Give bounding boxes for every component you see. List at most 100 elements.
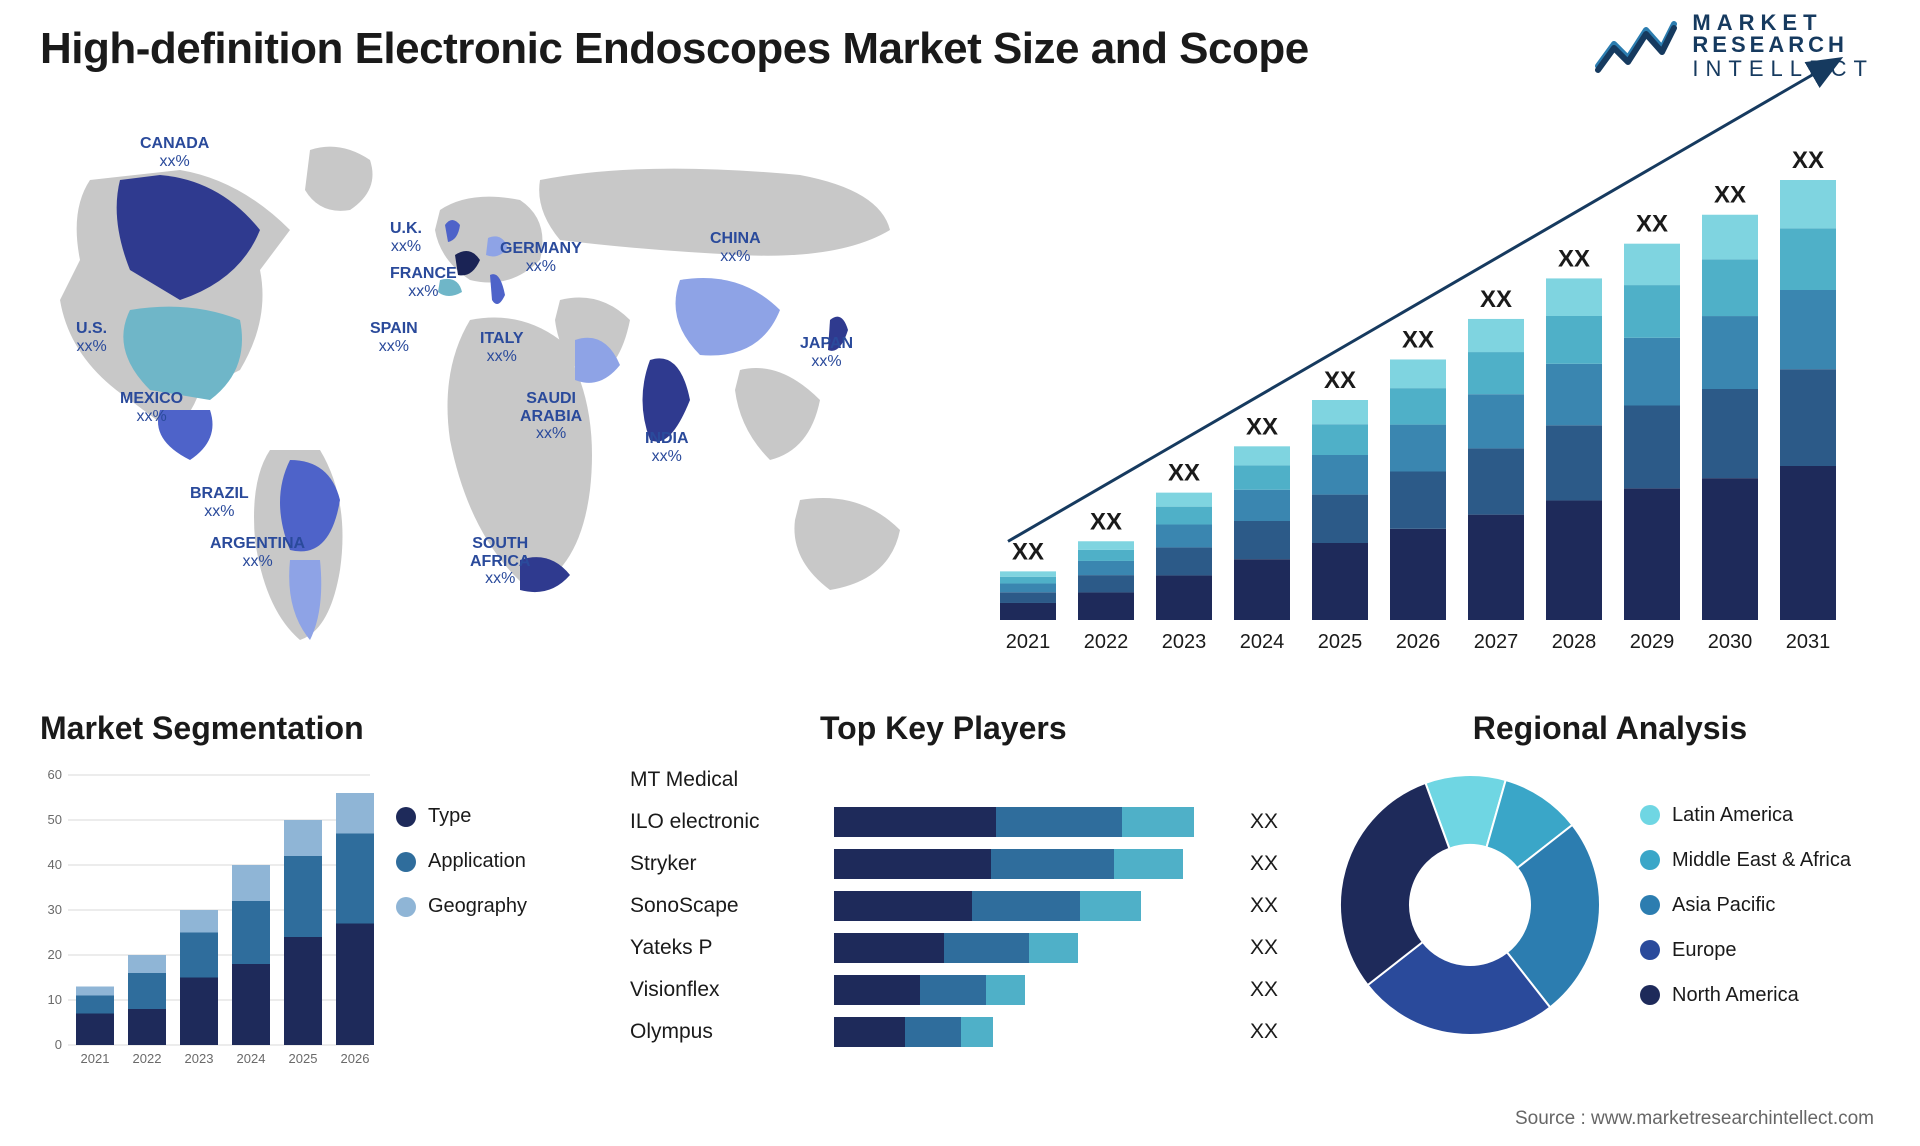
logo-line-1: MARKET (1692, 12, 1874, 34)
main-bar-seg (1624, 244, 1680, 285)
main-bar-top-label: XX (1402, 326, 1434, 353)
key-player-value: XX (1250, 936, 1300, 960)
main-bar-top-label: XX (1246, 413, 1278, 440)
key-player-value: XX (1250, 978, 1300, 1002)
main-bar-year-label: 2021 (1006, 631, 1051, 653)
key-players-section: Top Key Players MT Medical ILO electronic… (630, 710, 1300, 1059)
seg-legend-item: Application (396, 850, 527, 873)
key-player-label: Visionflex (630, 978, 820, 1002)
main-bar-seg (1780, 228, 1836, 290)
main-bar-year-label: 2025 (1318, 631, 1363, 653)
logo-line-3: INTELLECT (1692, 58, 1874, 80)
main-bar-top-label: XX (1714, 182, 1746, 209)
main-bar-seg (1000, 592, 1056, 603)
main-bar-year-label: 2023 (1162, 631, 1207, 653)
key-player-label: Yateks P (630, 936, 820, 960)
main-bar-seg (1390, 425, 1446, 472)
segmentation-chart: 0102030405060202120222023202420252026 (40, 765, 370, 1075)
main-bar-seg (1390, 388, 1446, 424)
main-bar-year-label: 2026 (1396, 631, 1441, 653)
main-bar-seg (1078, 592, 1134, 620)
main-bar-seg (1468, 394, 1524, 448)
seg-bar-seg (76, 1014, 114, 1046)
key-player-bar (834, 975, 1236, 1005)
main-bar-seg (1702, 215, 1758, 260)
regional-section: Regional Analysis Latin AmericaMiddle Ea… (1330, 710, 1890, 1045)
main-bar-seg (1780, 466, 1836, 620)
map-label-canada: CANADAxx% (140, 135, 209, 170)
key-player-row: SonoScapeXX (630, 891, 1300, 921)
map-label-japan: JAPANxx% (800, 335, 853, 370)
main-bar-seg (1312, 495, 1368, 543)
seg-bar-seg (180, 978, 218, 1046)
svg-text:2022: 2022 (133, 1051, 162, 1066)
main-bar-seg (1234, 490, 1290, 521)
main-bar-seg (1156, 507, 1212, 525)
key-player-bar (834, 1017, 1236, 1047)
main-bar-seg (1000, 577, 1056, 584)
svg-text:20: 20 (48, 947, 62, 962)
main-bar-seg (1078, 575, 1134, 592)
seg-bar-seg (76, 996, 114, 1014)
main-bar-seg (1078, 561, 1134, 575)
main-bar-year-label: 2027 (1474, 631, 1519, 653)
main-bar-seg (1780, 180, 1836, 228)
page-title: High-definition Electronic Endoscopes Ma… (40, 24, 1309, 74)
main-bar-year-label: 2030 (1708, 631, 1753, 653)
main-bar-year-label: 2022 (1084, 631, 1129, 653)
map-label-u-k-: U.K.xx% (390, 220, 422, 255)
key-player-row: Visionflex XX (630, 975, 1300, 1005)
main-bar-seg (1312, 400, 1368, 424)
main-bar-seg (1624, 406, 1680, 489)
seg-bar-seg (180, 910, 218, 933)
key-player-value: XX (1250, 894, 1300, 918)
main-bar-top-label: XX (1792, 147, 1824, 174)
regional-legend-item: Europe (1640, 939, 1851, 962)
logo-text: MARKET RESEARCH INTELLECT (1692, 12, 1874, 80)
key-player-bar (834, 765, 1236, 795)
main-bar-seg (1390, 529, 1446, 620)
main-bar-seg (1156, 493, 1212, 507)
seg-bar-seg (284, 937, 322, 1045)
map-label-u-s-: U.S.xx% (76, 320, 107, 355)
key-player-label: Olympus (630, 1020, 820, 1044)
key-players-title: Top Key Players (820, 710, 1300, 747)
map-label-mexico: MEXICOxx% (120, 390, 183, 425)
main-bar-top-label: XX (1636, 211, 1668, 238)
key-player-bar (834, 933, 1236, 963)
main-bar-seg (1000, 603, 1056, 620)
svg-text:40: 40 (48, 857, 62, 872)
key-player-row: ILO electronicXX (630, 807, 1300, 837)
main-bar-seg (1702, 478, 1758, 620)
main-bar-top-label: XX (1558, 245, 1590, 272)
map-label-china: CHINAxx% (710, 230, 761, 265)
seg-bar-seg (336, 834, 374, 924)
main-bar-seg (1546, 500, 1602, 620)
main-bar-seg (1000, 571, 1056, 576)
regional-legend-item: Asia Pacific (1640, 894, 1851, 917)
seg-bar-seg (128, 973, 166, 1009)
source-attribution: Source : www.marketresearchintellect.com (1515, 1108, 1874, 1130)
key-player-row: MT Medical (630, 765, 1300, 795)
main-bar-seg (1468, 352, 1524, 394)
main-bar-seg (1234, 465, 1290, 489)
main-bar-year-label: 2028 (1552, 631, 1597, 653)
main-bar-seg (1546, 316, 1602, 364)
seg-bar-seg (336, 793, 374, 834)
seg-bar-seg (232, 964, 270, 1045)
main-bar-seg (1702, 259, 1758, 316)
main-bar-seg (1468, 515, 1524, 620)
key-player-bar (834, 807, 1236, 837)
regional-donut-chart (1330, 765, 1610, 1045)
svg-text:50: 50 (48, 812, 62, 827)
map-label-spain: SPAINxx% (370, 320, 418, 355)
svg-text:60: 60 (48, 767, 62, 782)
regional-legend-item: Middle East & Africa (1640, 849, 1851, 872)
key-player-label: Stryker (630, 852, 820, 876)
regional-title: Regional Analysis (1330, 710, 1890, 747)
main-bar-seg (1624, 488, 1680, 620)
main-bar-seg (1234, 446, 1290, 465)
main-bar-seg (1468, 319, 1524, 352)
main-bar-seg (1234, 559, 1290, 620)
main-bar-year-label: 2029 (1630, 631, 1675, 653)
